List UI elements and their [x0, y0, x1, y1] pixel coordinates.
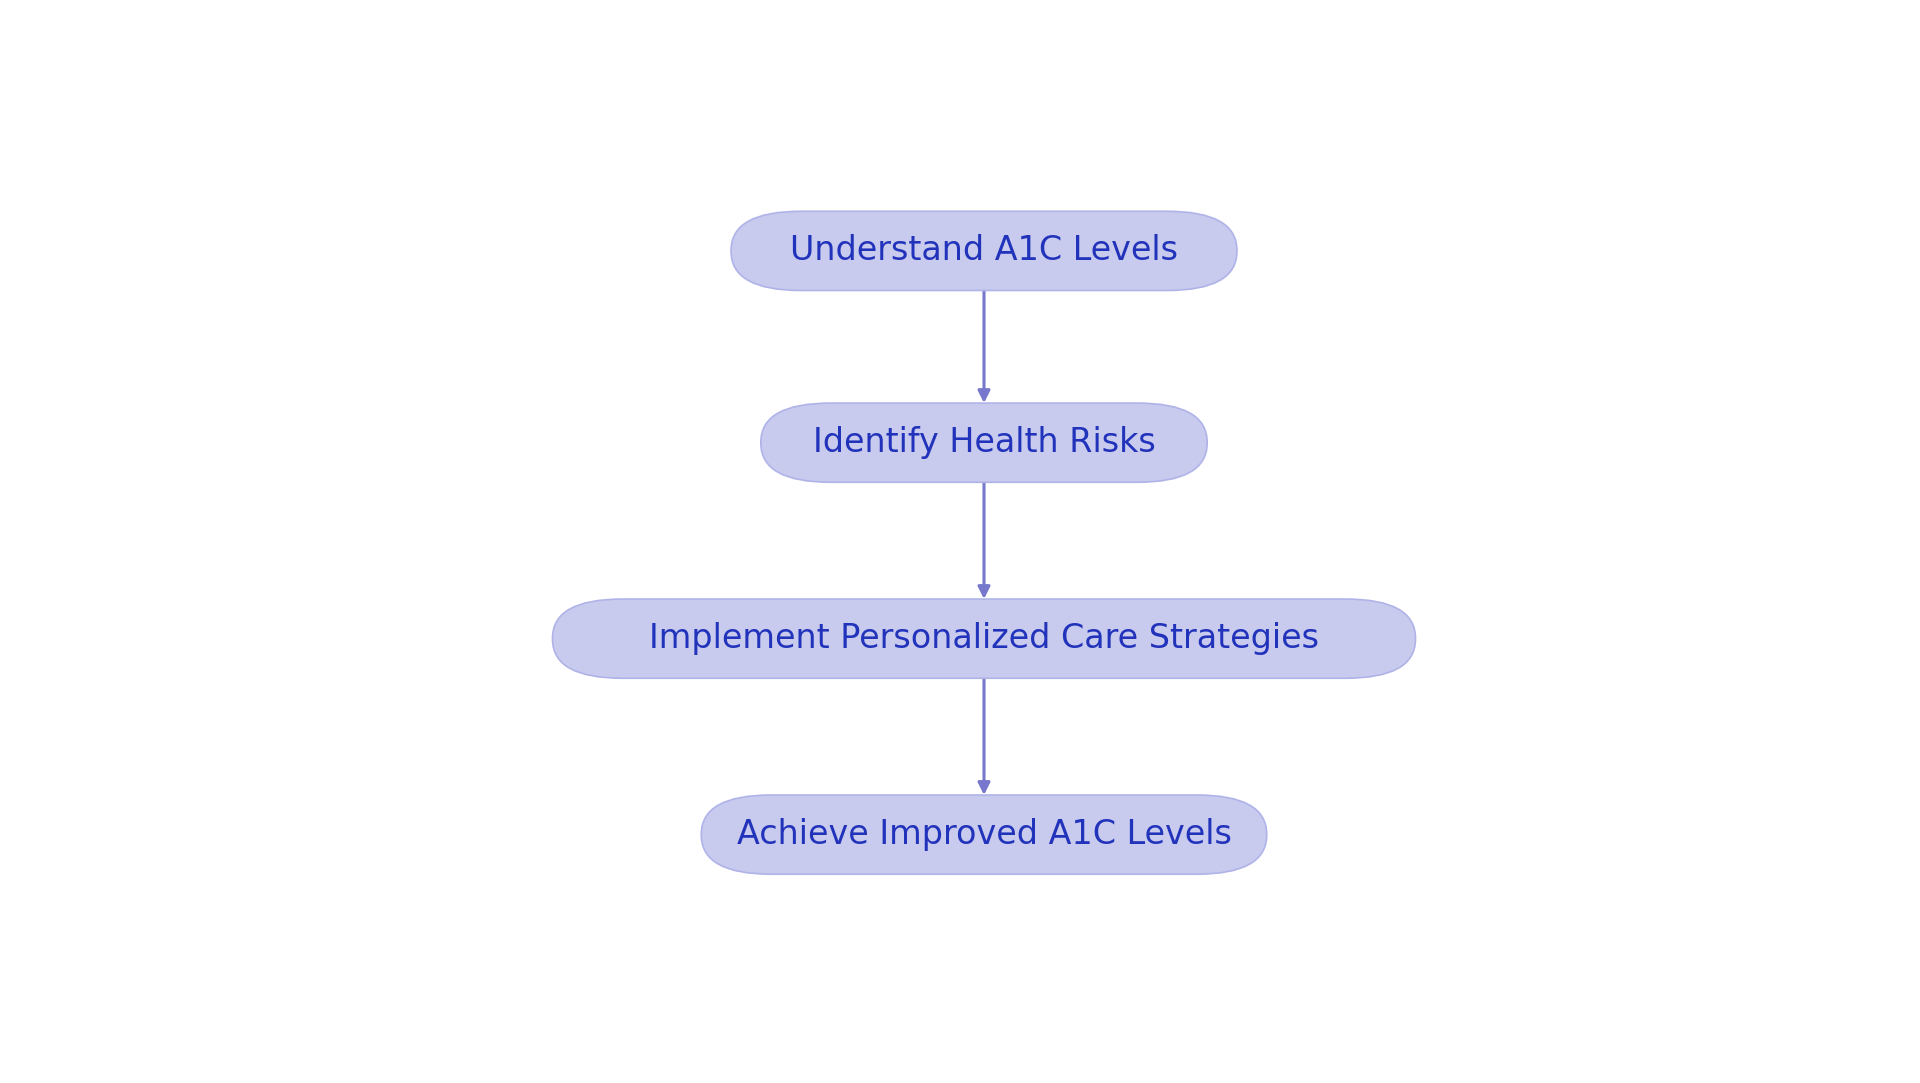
Text: Understand A1C Levels: Understand A1C Levels	[789, 234, 1179, 268]
FancyBboxPatch shape	[553, 599, 1415, 678]
FancyBboxPatch shape	[760, 403, 1208, 482]
Text: Implement Personalized Care Strategies: Implement Personalized Care Strategies	[649, 622, 1319, 655]
FancyBboxPatch shape	[701, 795, 1267, 874]
Text: Identify Health Risks: Identify Health Risks	[812, 427, 1156, 459]
Text: Achieve Improved A1C Levels: Achieve Improved A1C Levels	[737, 818, 1231, 851]
FancyBboxPatch shape	[732, 211, 1236, 290]
